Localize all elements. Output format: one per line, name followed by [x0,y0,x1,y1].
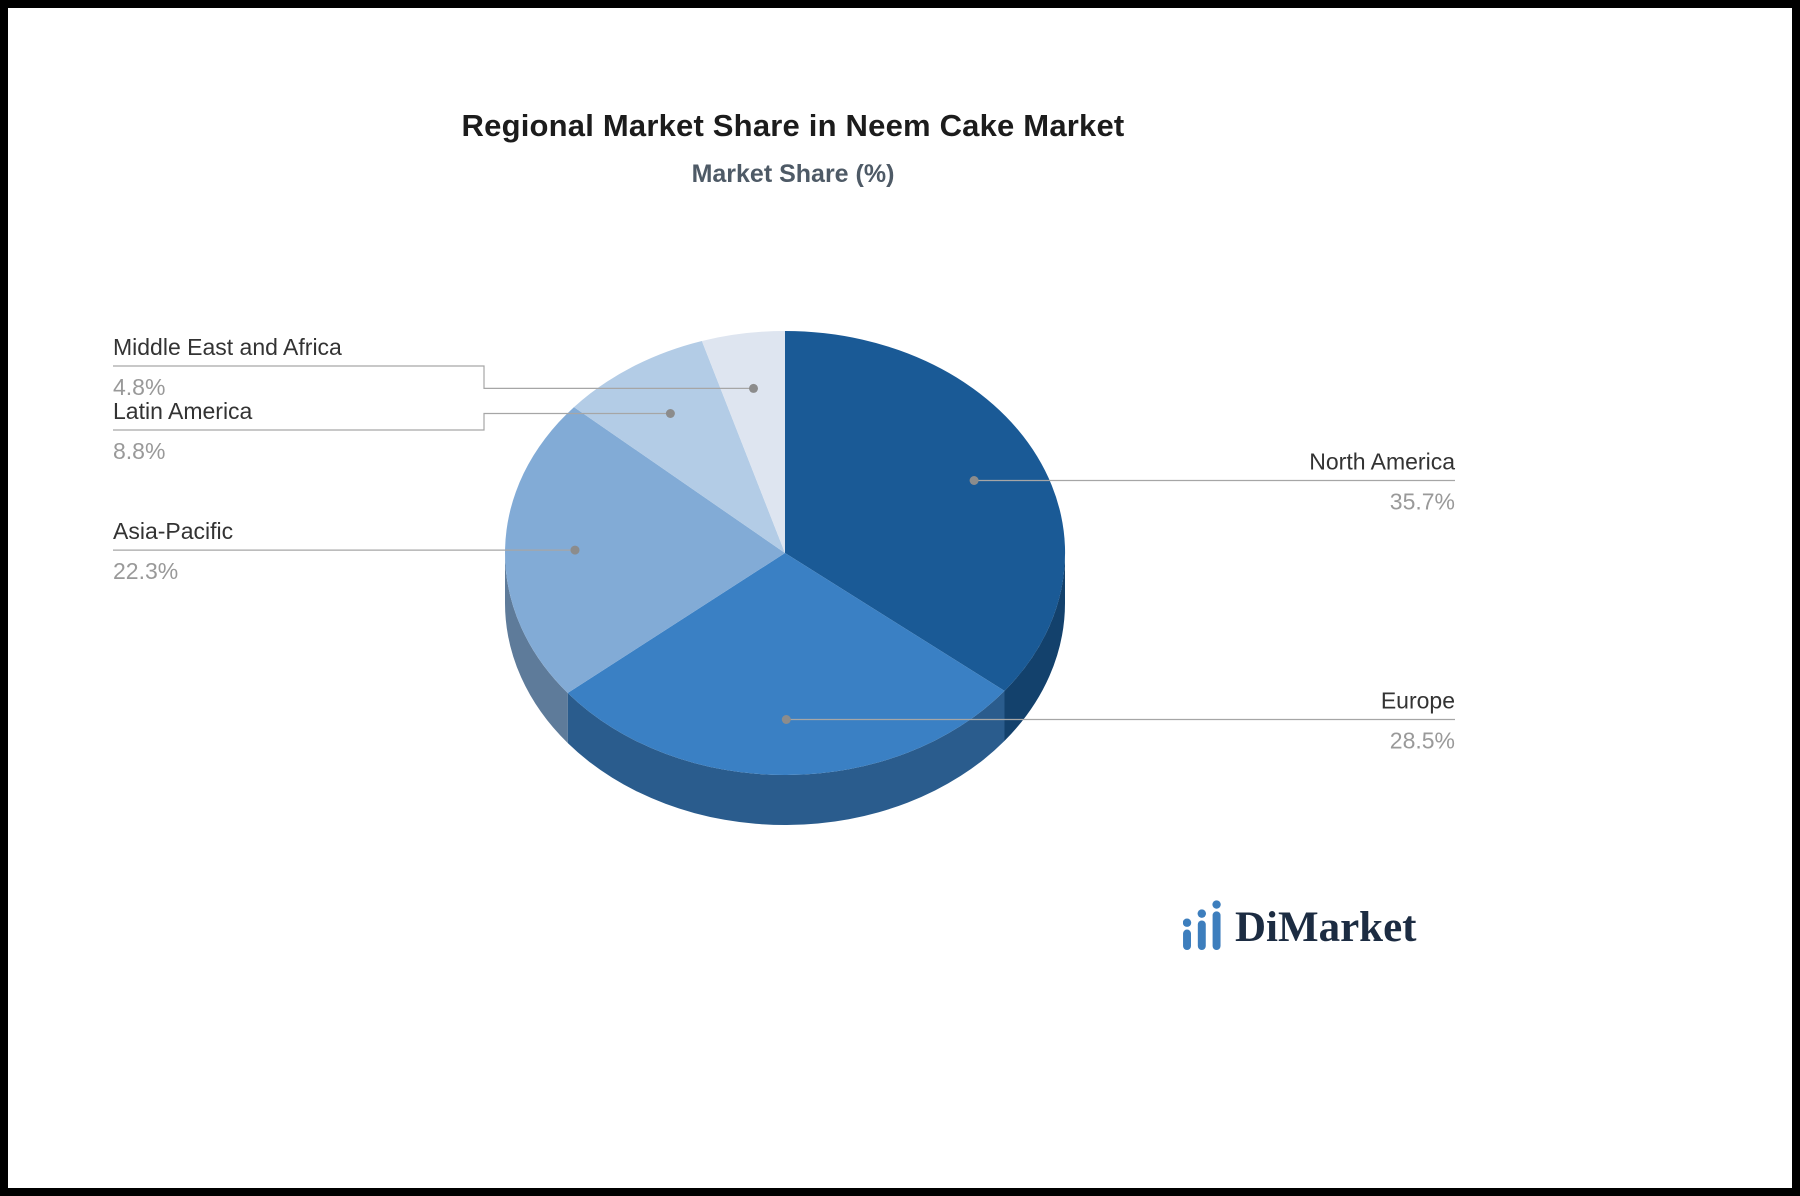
pie-slice-north-america[interactable] [785,331,1066,691]
brand-name: DiMarket [1235,903,1417,951]
pie-slice-latin-america[interactable] [574,341,785,553]
anchor-dot-europe [781,715,791,724]
brand-logo: DiMarket [1183,900,1417,950]
pie-slice-side-north-america [1004,553,1065,741]
pie-slice-side-asia-pacific [505,553,568,743]
pie-slice-side-europe [567,690,1005,826]
bar-chart-icon [1183,900,1221,950]
pie-slice-asia-pacific[interactable] [505,407,785,693]
slice-label-north-america: North America [1309,449,1455,475]
chart-title: Regional Market Share in Neem Cake Marke… [461,108,1125,143]
slice-value-asia-pacific: 22.3% [113,558,178,584]
slice-label-asia-pacific: Asia-Pacific [113,518,233,544]
slice-value-middle-east-and-africa: 4.8% [113,374,165,400]
slice-value-europe: 28.5% [1390,728,1455,754]
anchor-dot-north-america [969,476,979,485]
pie-chart-canvas: North America 35.7% Europe 28.5% Asia-Pacifi… [113,331,1455,826]
chart-subtitle: Market Share (%) [691,160,895,188]
anchor-dot-latin-america [665,409,675,418]
slice-label-latin-america: Latin America [113,398,253,424]
slice-label-europe: Europe [1381,688,1455,714]
slice-value-latin-america: 8.8% [113,438,165,464]
pie-slice-middle-east-and-africa[interactable] [701,331,785,553]
leader-line-middle-east-and-africa [113,365,754,389]
anchor-dot-middle-east-and-africa [749,383,758,393]
slice-value-north-america: 35.7% [1390,489,1455,515]
slice-label-middle-east-and-africa: Middle East and Africa [113,334,342,360]
anchor-dot-asia-pacific [570,545,580,555]
leader-line-latin-america [113,412,671,431]
